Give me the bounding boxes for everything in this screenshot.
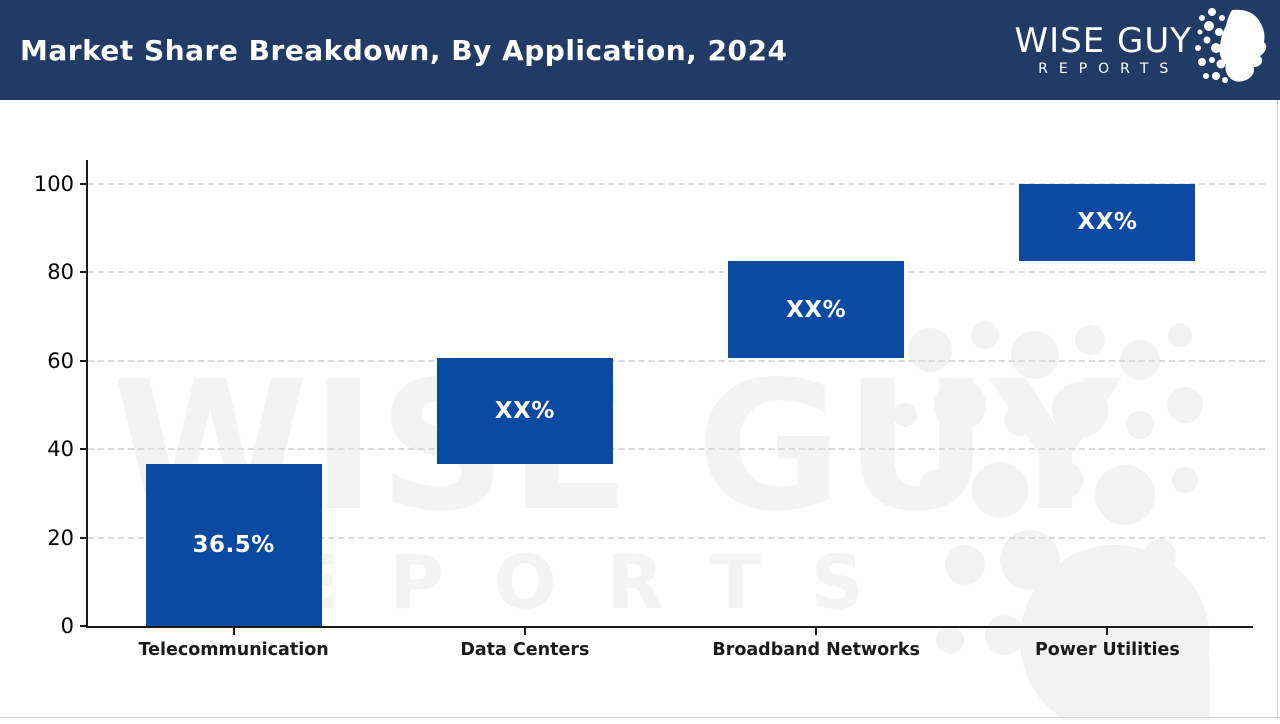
y-gridline xyxy=(88,271,1265,273)
y-gridline xyxy=(88,536,1265,539)
x-axis-line xyxy=(86,626,1253,628)
y-tick-mark xyxy=(80,359,88,362)
y-tick-mark xyxy=(80,536,88,539)
header-banner: Market Share Breakdown, By Application, … xyxy=(0,0,1280,100)
logo-wordmark: WISE GUY xyxy=(1014,20,1192,61)
y-tick-mark xyxy=(80,448,88,450)
x-category-label: Data Centers xyxy=(460,640,590,660)
y-tick-mark xyxy=(80,625,88,627)
y-tick-label: 0 xyxy=(60,614,74,638)
x-tick-mark xyxy=(815,628,818,635)
y-tick-mark xyxy=(80,182,88,185)
x-category-label: Power Utilities xyxy=(1034,640,1180,660)
bar: XX% xyxy=(728,260,905,359)
x-tick-mark xyxy=(1106,628,1109,635)
x-category-label: Telecommunication xyxy=(138,640,329,660)
y-tick-label: 20 xyxy=(47,525,74,550)
chart-area: WISE GUY REPORTS 0 20 40 60 80 100 36.5% Teleco… xyxy=(0,100,1280,724)
y-tick-label: 40 xyxy=(47,437,74,461)
logo-text: WISE GUY REPORTS xyxy=(1014,23,1192,78)
bar-value-label: 36.5% xyxy=(192,532,275,559)
logo-subtitle: REPORTS xyxy=(1038,60,1180,77)
y-tick-label: 80 xyxy=(47,260,74,284)
y-axis-line xyxy=(86,160,88,628)
y-tick-label: 100 xyxy=(33,171,74,196)
y-tick-mark xyxy=(80,271,88,273)
x-tick-mark xyxy=(523,628,526,635)
bar-value-label: XX% xyxy=(494,398,555,425)
y-gridline xyxy=(88,359,1265,362)
bar: XX% xyxy=(436,358,613,465)
y-tick-label: 60 xyxy=(47,348,74,373)
image-right-border xyxy=(1277,100,1278,718)
bar: 36.5% xyxy=(145,464,322,626)
y-gridline xyxy=(88,182,1265,185)
wise-guy-reports-logo: WISE GUY REPORTS xyxy=(1014,6,1268,94)
bar-value-label: XX% xyxy=(786,296,847,323)
watermark-face-dots xyxy=(850,220,1235,724)
x-category-label: Broadband Networks xyxy=(712,640,920,660)
x-tick-mark xyxy=(232,628,235,635)
bar-value-label: XX% xyxy=(1077,209,1138,236)
face-profile-icon xyxy=(1194,6,1268,94)
bar: XX% xyxy=(1019,183,1196,261)
y-gridline xyxy=(88,448,1265,450)
image-bottom-border xyxy=(0,717,1280,718)
page-title: Market Share Breakdown, By Application, … xyxy=(20,33,788,67)
